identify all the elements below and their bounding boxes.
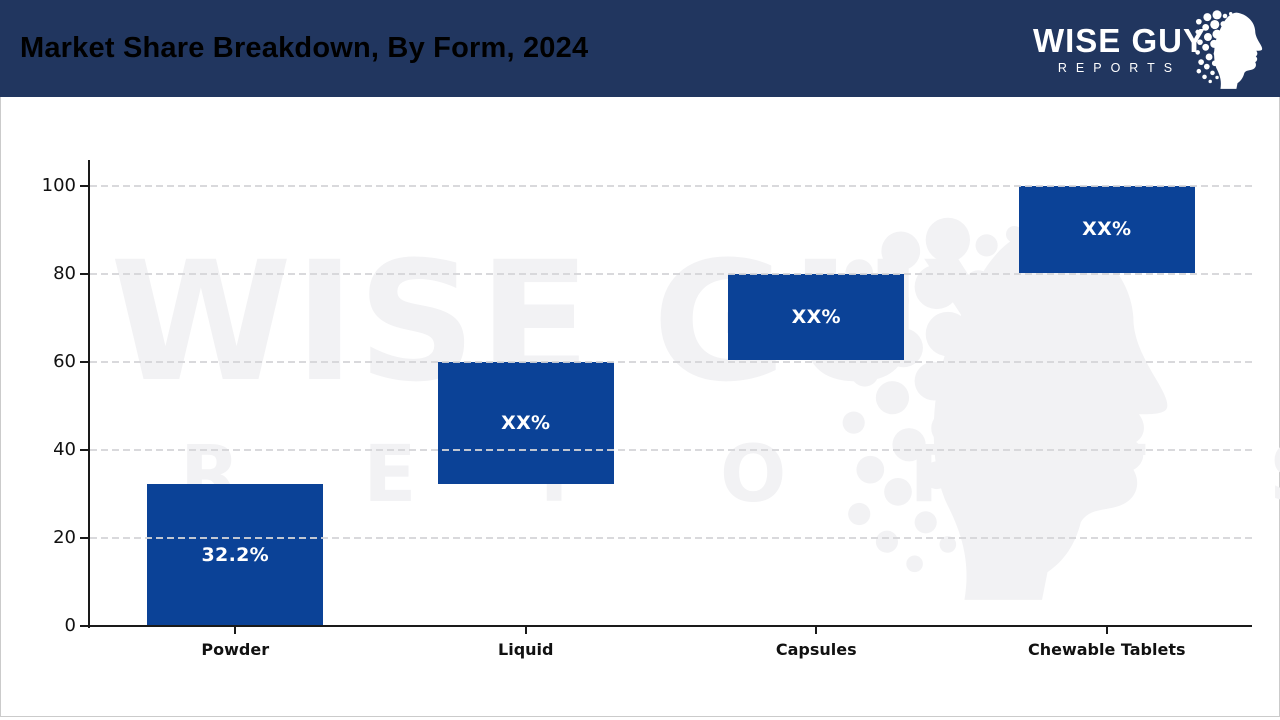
y-tick-label: 40 xyxy=(53,439,76,460)
x-tick-mark xyxy=(815,626,818,634)
y-tick-label: 60 xyxy=(53,351,76,372)
y-tick-label: 100 xyxy=(41,175,76,196)
x-tick-label-liquid: Liquid xyxy=(498,640,554,659)
y-tick-label: 20 xyxy=(53,527,76,548)
logo-subtitle: REPORTS xyxy=(1057,60,1182,75)
y-tick-mark xyxy=(80,185,88,187)
bar-value-label: XX% xyxy=(1082,218,1132,241)
gridline-100 xyxy=(90,185,1252,187)
header-bar: Market Share Breakdown, By Form, 2024 WI… xyxy=(0,0,1280,97)
x-tick-mark xyxy=(1105,626,1108,634)
y-tick-mark xyxy=(80,449,88,451)
y-tick-label: 0 xyxy=(64,615,76,636)
y-tick-mark xyxy=(80,273,88,275)
gridline-40 xyxy=(90,449,1252,451)
x-tick-label-powder: Powder xyxy=(201,640,270,659)
bar-value-label: XX% xyxy=(501,412,551,435)
gridline-80 xyxy=(90,273,1252,275)
logo-text: WISE GUY REPORTS xyxy=(1032,21,1206,75)
bar-powder: 32.2% xyxy=(147,484,324,626)
x-tick-mark xyxy=(524,626,527,634)
y-tick-mark xyxy=(80,625,88,627)
logo-wordmark: WISE GUY xyxy=(1032,21,1206,59)
x-tick-label-chewable-tablets: Chewable Tablets xyxy=(1027,640,1186,659)
x-tick-label-capsules: Capsules xyxy=(775,640,857,659)
x-axis-line xyxy=(88,625,1252,627)
bar-capsules: XX% xyxy=(728,274,905,360)
page-title: Market Share Breakdown, By Form, 2024 xyxy=(20,32,589,64)
x-tick-mark xyxy=(234,626,237,634)
wise-guy-logo: WISE GUY REPORTS xyxy=(1033,6,1266,92)
gridline-60 xyxy=(90,361,1252,363)
bar-liquid: XX% xyxy=(437,362,614,485)
wise-guy-head-icon xyxy=(1195,10,1263,89)
bar-chewable-tablets: XX% xyxy=(1018,186,1195,273)
gridline-20 xyxy=(90,537,1252,539)
bar-value-label: XX% xyxy=(791,305,841,328)
y-tick-label: 80 xyxy=(53,263,76,284)
y-tick-mark xyxy=(80,537,88,539)
bar-value-label: 32.2% xyxy=(201,544,269,567)
y-axis-line xyxy=(88,160,90,628)
y-tick-mark xyxy=(80,361,88,363)
